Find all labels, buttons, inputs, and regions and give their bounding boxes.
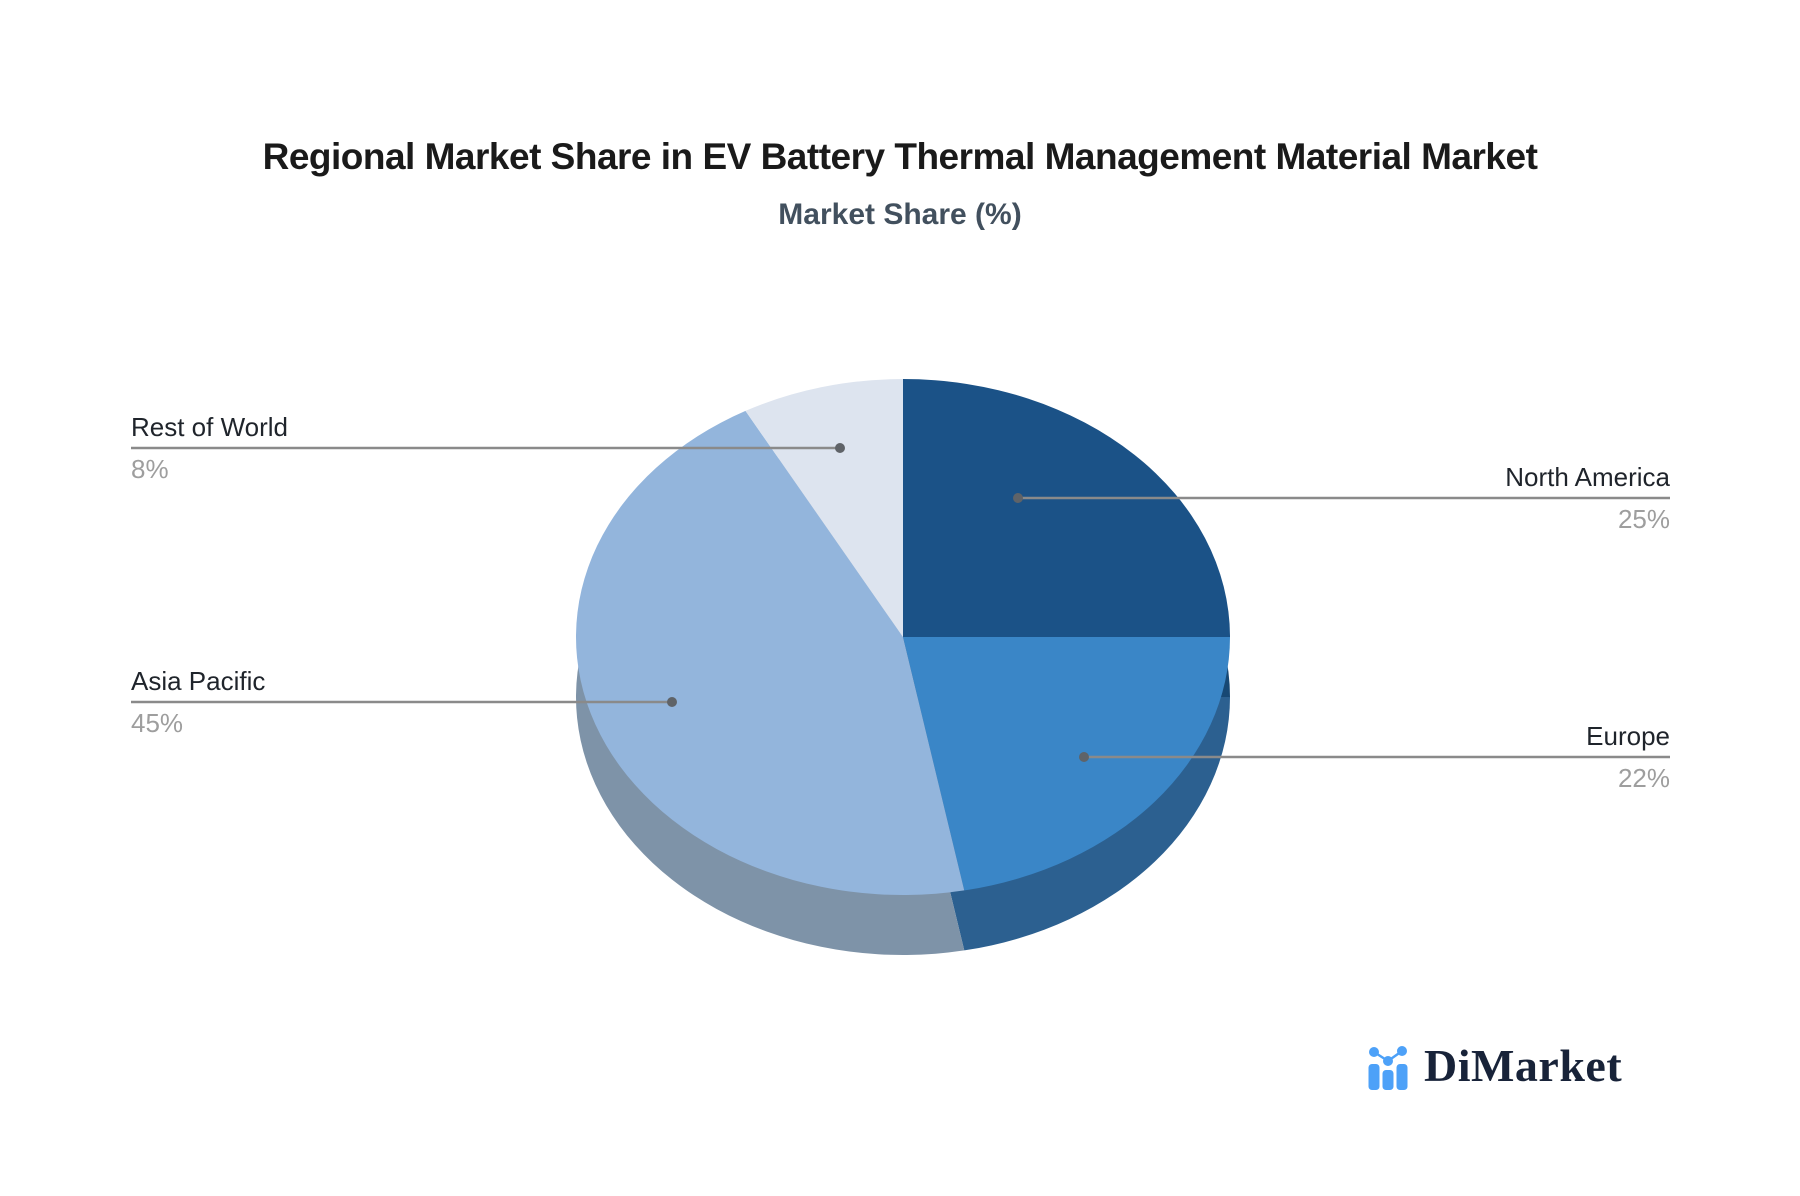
slice-name: Rest of World	[131, 412, 289, 442]
slice-percentage: 25%	[1617, 504, 1670, 534]
leader-dot-rest-of-world	[835, 443, 845, 453]
chart-subtitle: Market Share (%)	[778, 198, 1022, 231]
pie-slice-europe[interactable]	[903, 637, 1230, 891]
slice-name: Asia Pacific	[131, 666, 266, 696]
slice-name: Europe	[1586, 721, 1670, 751]
slice-name: North America	[1505, 462, 1670, 492]
slice-label-europe: Europe 22%	[1110, 723, 1670, 791]
leader-dot-asia-pacific	[667, 697, 677, 707]
pie-slice-north-america[interactable]	[903, 379, 1230, 637]
dimarket-logo: DiMarket	[1363, 1040, 1622, 1090]
slice-percentage: 45%	[131, 708, 184, 738]
pie-slice-asia-pacific[interactable]	[575, 410, 965, 895]
leader-dot-north-america	[1013, 493, 1023, 503]
slice-label-asia-pacific: Asia Pacific 45%	[131, 668, 691, 736]
slice-label-rest-of-world: Rest of World 8%	[131, 414, 691, 482]
chart-title: Regional Market Share in EV Battery Ther…	[262, 136, 1538, 177]
slice-percentage: 22%	[1617, 763, 1670, 793]
bar-chart-trend-icon	[1368, 1046, 1408, 1090]
slice-label-north-america: North America 25%	[1110, 464, 1670, 532]
pie-slice-rest-of-world[interactable]	[745, 379, 903, 637]
leader-dot-europe	[1079, 752, 1089, 762]
dimarket-logo-text: DiMarket	[1424, 1040, 1623, 1091]
slice-percentage: 8%	[131, 454, 169, 484]
